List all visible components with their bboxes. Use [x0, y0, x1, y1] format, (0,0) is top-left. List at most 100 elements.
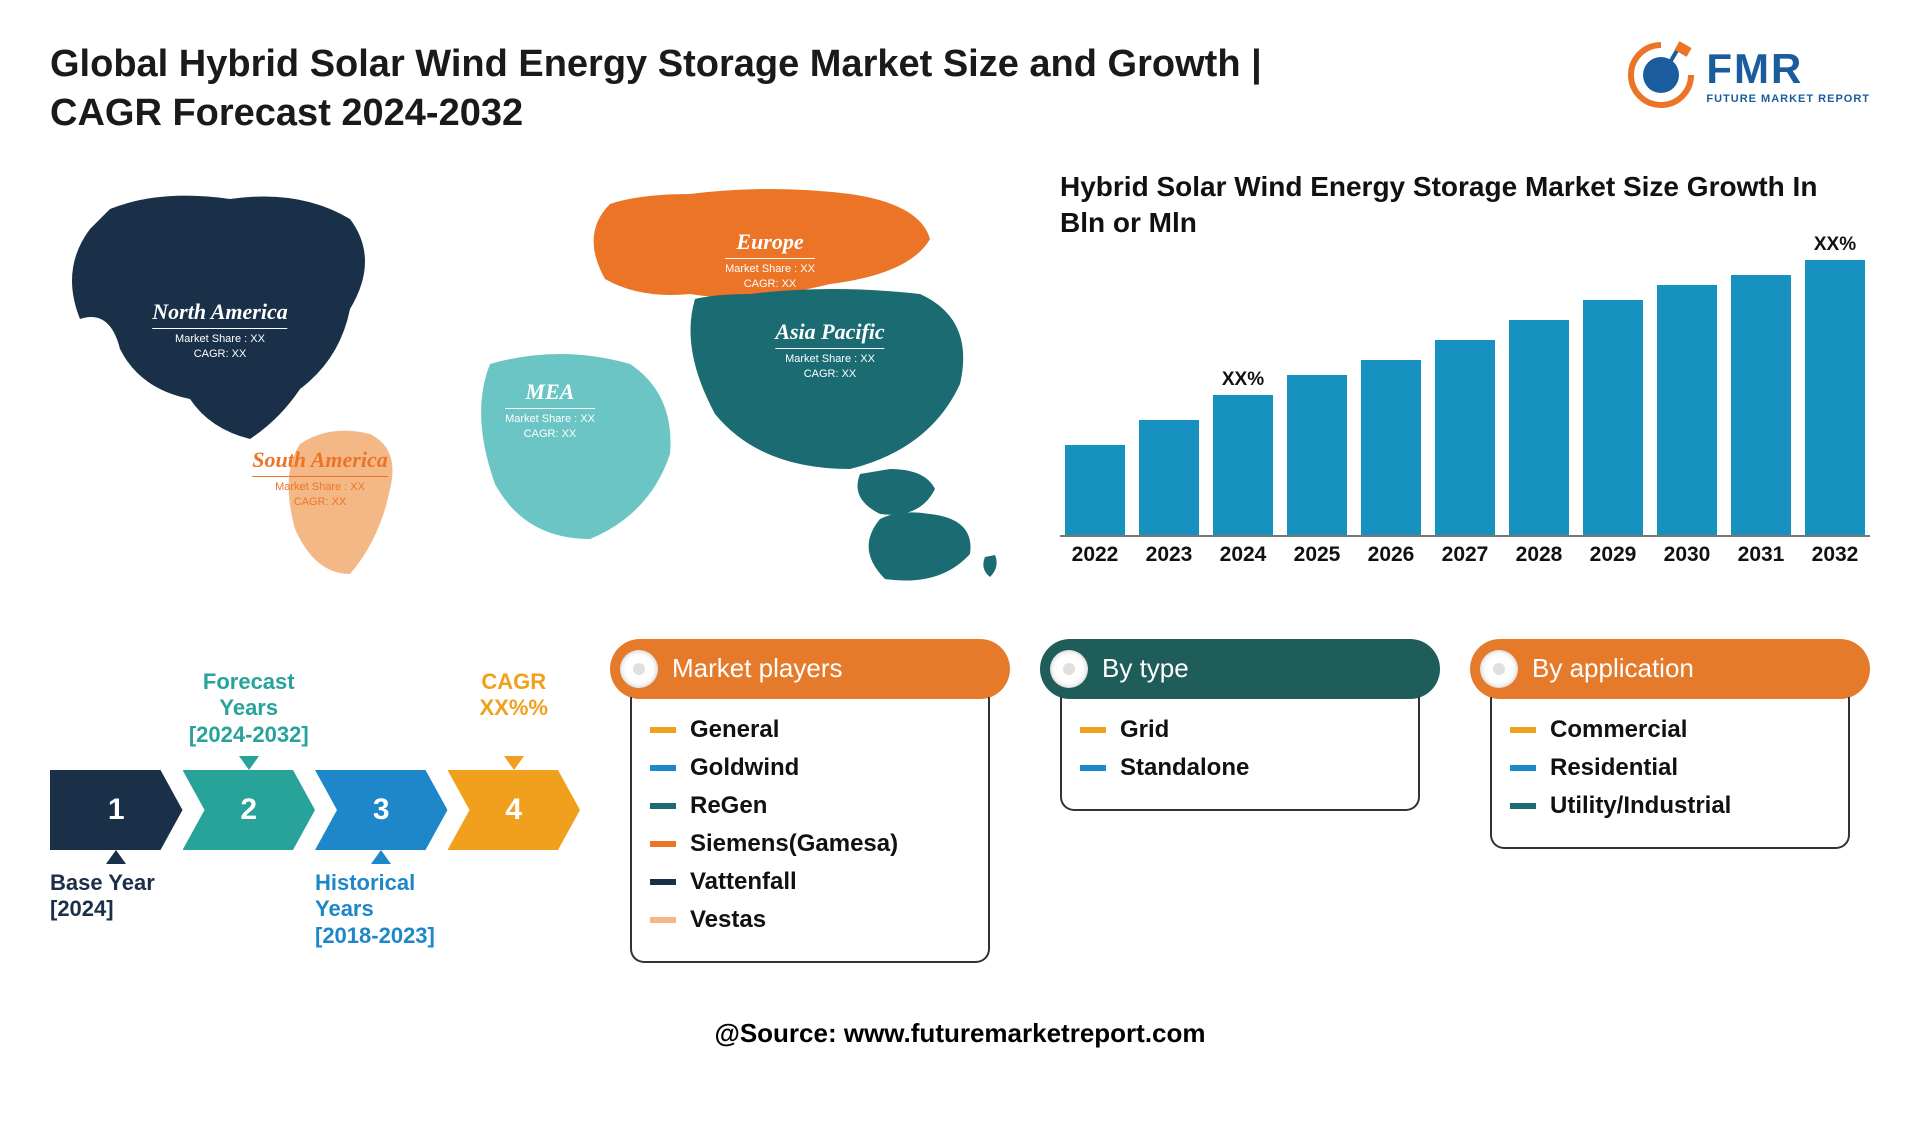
page-title: Global Hybrid Solar Wind Energy Storage …: [50, 40, 1350, 139]
bar-2027: [1435, 340, 1495, 535]
pointer-down-icon: [315, 850, 448, 864]
timeline-step: 4: [448, 770, 581, 850]
color-swatch-icon: [1080, 727, 1106, 733]
bar: [1583, 300, 1643, 535]
panel-item: Standalone: [1080, 749, 1400, 787]
logo: FMR FUTURE MARKET REPORT: [1626, 40, 1870, 110]
color-swatch-icon: [650, 879, 676, 885]
world-map: North AmericaMarket Share : XXCAGR: XX So…: [50, 169, 1010, 589]
bar-2023: [1139, 420, 1199, 535]
panel-item: Vattenfall: [650, 863, 970, 901]
logo-text-sub: FUTURE MARKET REPORT: [1706, 93, 1870, 105]
bar-chart: Hybrid Solar Wind Energy Storage Market …: [1050, 169, 1870, 589]
panel-item-label: Standalone: [1120, 754, 1249, 782]
timeline-bottom-label: Historical Years[2018-2023]: [315, 870, 448, 949]
panel-header: By type: [1040, 639, 1440, 699]
pointer-up-icon: [448, 756, 581, 770]
timeline-bottom-label: Base Year[2024]: [50, 870, 183, 949]
x-label: 2030: [1657, 543, 1717, 567]
panel-item: Commercial: [1510, 711, 1830, 749]
region-label: South AmericaMarket Share : XXCAGR: XX: [252, 447, 388, 511]
timeline-step: 2: [183, 770, 316, 850]
panel-header: By application: [1470, 639, 1870, 699]
panel-title: By type: [1102, 653, 1189, 684]
bar-2026: [1361, 360, 1421, 535]
color-swatch-icon: [1510, 727, 1536, 733]
panel-title: Market players: [672, 653, 843, 684]
bar-2029: [1583, 300, 1643, 535]
bar: [1139, 420, 1199, 535]
x-label: 2027: [1435, 543, 1495, 567]
color-swatch-icon: [650, 765, 676, 771]
panel-item: Goldwind: [650, 749, 970, 787]
color-swatch-icon: [1510, 765, 1536, 771]
panel-item: Utility/Industrial: [1510, 787, 1830, 825]
logo-icon: [1626, 40, 1696, 110]
timeline-top-label: CAGRXX%%: [448, 669, 581, 748]
pointer-up-icon: [183, 756, 316, 770]
color-swatch-icon: [650, 727, 676, 733]
x-label: 2031: [1731, 543, 1791, 567]
panel-item-label: Utility/Industrial: [1550, 792, 1731, 820]
region-label: EuropeMarket Share : XXCAGR: XX: [725, 229, 815, 293]
bar-2031: [1731, 275, 1791, 535]
x-label: 2028: [1509, 543, 1569, 567]
panel-header: Market players: [610, 639, 1010, 699]
panel-item-label: Grid: [1120, 716, 1169, 744]
panel-item-label: Vattenfall: [690, 868, 797, 896]
x-label: 2029: [1583, 543, 1643, 567]
bullet-icon: [1050, 650, 1088, 688]
color-swatch-icon: [1080, 765, 1106, 771]
panel-item: ReGen: [650, 787, 970, 825]
bar: [1657, 285, 1717, 535]
bullet-icon: [1480, 650, 1518, 688]
x-label: 2023: [1139, 543, 1199, 567]
panel-item: General: [650, 711, 970, 749]
panel-item: Siemens(Gamesa): [650, 825, 970, 863]
panel-item-label: Commercial: [1550, 716, 1687, 744]
pointer-down-icon: [50, 850, 183, 864]
category-panel: Market players General Goldwind ReGen Siemen…: [610, 639, 1010, 963]
panel-body: Grid Standalone: [1060, 697, 1420, 811]
bar: [1361, 360, 1421, 535]
timeline-top-label: Forecast Years[2024-2032]: [183, 669, 316, 748]
bar-annotation: XX%: [1222, 369, 1264, 391]
bar: [1805, 260, 1865, 535]
bar: [1509, 320, 1569, 535]
panel-item-label: Residential: [1550, 754, 1678, 782]
x-label: 2032: [1805, 543, 1865, 567]
x-label: 2022: [1065, 543, 1125, 567]
panel-item: Vestas: [650, 901, 970, 939]
region-label: Asia PacificMarket Share : XXCAGR: XX: [775, 319, 884, 383]
bar: [1287, 375, 1347, 535]
bar: [1731, 275, 1791, 535]
color-swatch-icon: [650, 841, 676, 847]
bar-2028: [1509, 320, 1569, 535]
bar-2030: [1657, 285, 1717, 535]
region-label: North AmericaMarket Share : XXCAGR: XX: [152, 299, 287, 363]
region-label: MEAMarket Share : XXCAGR: XX: [505, 379, 595, 443]
bar-2022: [1065, 445, 1125, 535]
x-label: 2026: [1361, 543, 1421, 567]
bullet-icon: [620, 650, 658, 688]
panel-body: Commercial Residential Utility/Industrial: [1490, 697, 1850, 849]
bar: [1065, 445, 1125, 535]
bars-row: XX% XX%: [1060, 257, 1870, 537]
panel-title: By application: [1532, 653, 1694, 684]
bar-2032: XX%: [1805, 260, 1865, 535]
bar-annotation: XX%: [1814, 234, 1856, 256]
panel-item-label: ReGen: [690, 792, 767, 820]
panel-item-label: Siemens(Gamesa): [690, 830, 898, 858]
color-swatch-icon: [650, 917, 676, 923]
bar-2025: [1287, 375, 1347, 535]
header: Global Hybrid Solar Wind Energy Storage …: [50, 40, 1870, 139]
bar: [1435, 340, 1495, 535]
color-swatch-icon: [650, 803, 676, 809]
panel-item-label: Goldwind: [690, 754, 799, 782]
panel-item: Grid: [1080, 711, 1400, 749]
panel-body: General Goldwind ReGen Siemens(Gamesa) Vatte…: [630, 697, 990, 963]
timeline: Forecast Years[2024-2032]CAGRXX%% 1234 B…: [50, 639, 580, 949]
logo-text-main: FMR: [1706, 45, 1870, 93]
timeline-step: 1: [50, 770, 183, 850]
x-label: 2025: [1287, 543, 1347, 567]
